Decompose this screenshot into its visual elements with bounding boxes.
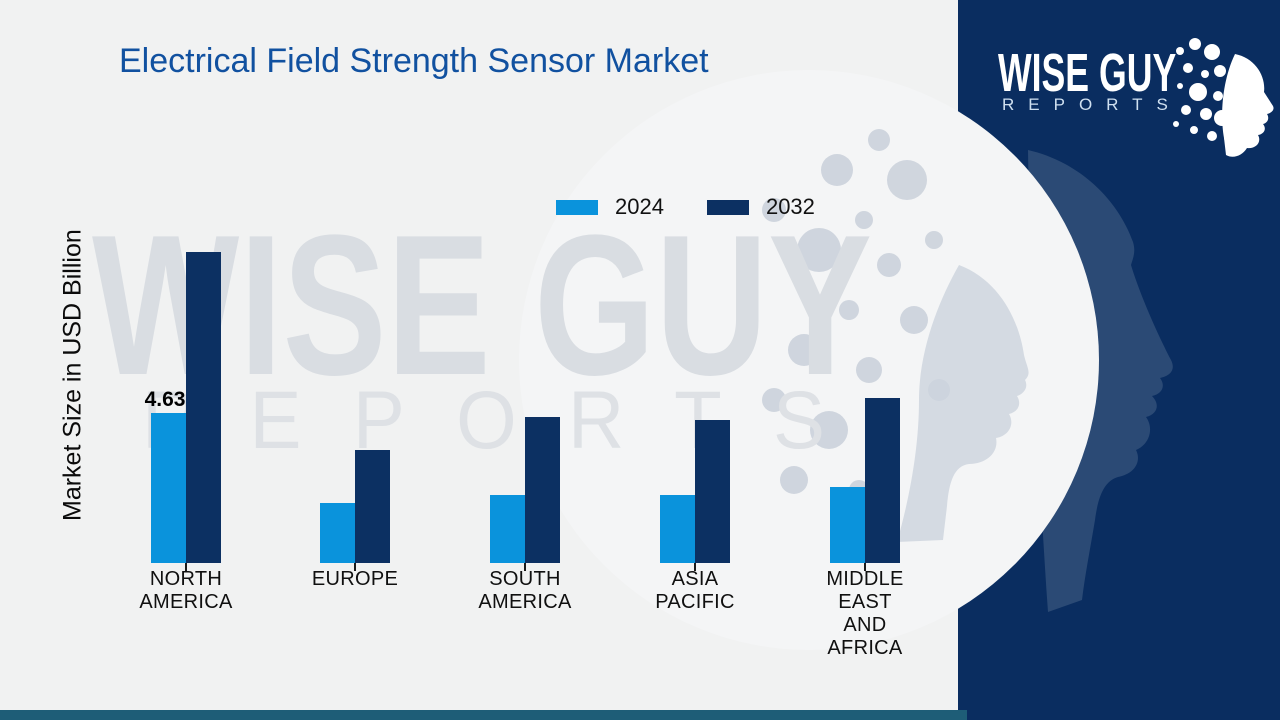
x-axis-tick: [354, 563, 356, 571]
watermark-dots-icon: [762, 129, 950, 500]
page-title: Electrical Field Strength Sensor Market: [119, 42, 709, 80]
x-axis-tick: [185, 563, 187, 571]
legend-swatch-2024: [556, 199, 598, 215]
bar-2032-europe: [355, 450, 390, 563]
logo-brand-text: WISE GUY: [998, 43, 1177, 103]
footer-accent-strip: [0, 710, 967, 720]
wise-guy-reports-logo: WISE GUY REPORTS: [990, 38, 1280, 170]
legend-swatch-2032: [706, 199, 749, 215]
watermark-sub-text: REPORTS: [142, 375, 877, 466]
chart-legend: 2024 2032: [556, 194, 815, 220]
x-axis-label-north-america: NORTH AMERICA: [139, 568, 233, 613]
logo-sub-text: REPORTS: [1002, 95, 1182, 114]
legend-label-2032: 2032: [765, 194, 815, 219]
background-circle: [519, 70, 1099, 650]
x-axis-label-europe: EUROPE: [311, 568, 399, 590]
gray-dotted-face-watermark: [762, 129, 1029, 542]
legend-label-2024: 2024: [615, 194, 664, 219]
logo-face-icon: [1173, 38, 1274, 157]
gray-face-profile-icon: [897, 265, 1029, 542]
watermark-brand-text: WISE GUY: [92, 194, 873, 417]
bar-2024-europe: [320, 503, 355, 563]
y-axis-label: Market Size in USD Billion: [58, 229, 87, 521]
